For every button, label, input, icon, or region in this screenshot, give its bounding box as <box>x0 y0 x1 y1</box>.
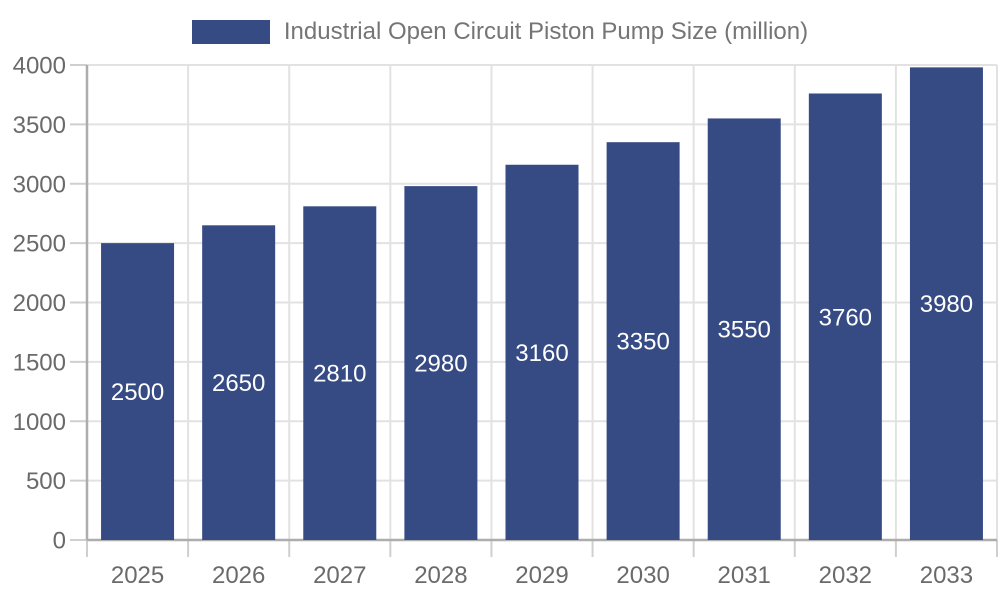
x-tick-label: 2026 <box>212 562 265 589</box>
bar[interactable] <box>707 118 781 540</box>
x-tick-label: 2029 <box>515 562 568 589</box>
bar-value-label: 3550 <box>718 317 771 344</box>
bar-value-label: 3760 <box>819 304 872 331</box>
x-tick-label: 2028 <box>414 562 467 589</box>
bar[interactable] <box>505 164 579 540</box>
bar[interactable] <box>808 93 882 541</box>
legend[interactable]: Industrial Open Circuit Piston Pump Size… <box>0 18 1000 46</box>
y-tick-label: 4000 <box>13 53 66 80</box>
y-tick-label: 500 <box>26 468 66 495</box>
x-tick-label: 2031 <box>718 562 771 589</box>
x-tick-label: 2027 <box>313 562 366 589</box>
bar[interactable] <box>202 225 276 540</box>
y-tick-label: 3000 <box>13 171 66 198</box>
bar-value-label: 2810 <box>313 361 366 388</box>
legend-swatch[interactable] <box>191 20 270 44</box>
bar-value-label: 2500 <box>111 379 164 406</box>
legend-label: Industrial Open Circuit Piston Pump Size… <box>283 18 809 45</box>
x-tick-label: 2032 <box>819 562 872 589</box>
bar-value-label: 3980 <box>920 291 973 318</box>
bar[interactable] <box>909 67 983 540</box>
x-tick-label: 2033 <box>920 562 973 589</box>
bar-value-label: 2980 <box>414 351 467 378</box>
bar[interactable] <box>404 186 478 540</box>
bar[interactable] <box>303 206 377 540</box>
y-tick-label: 3500 <box>13 112 66 139</box>
y-tick-label: 2000 <box>13 290 66 317</box>
y-tick-label: 2500 <box>13 231 66 258</box>
bar[interactable] <box>101 243 175 540</box>
y-tick-label: 1000 <box>13 409 66 436</box>
y-tick-label: 1500 <box>13 349 66 376</box>
x-tick-label: 2025 <box>111 562 164 589</box>
bar-value-label: 3160 <box>515 340 568 367</box>
y-tick-label: 0 <box>53 528 66 555</box>
bar-value-label: 3350 <box>616 329 669 356</box>
bar[interactable] <box>606 142 680 540</box>
bar-value-label: 2650 <box>212 370 265 397</box>
x-tick-label: 2030 <box>616 562 669 589</box>
